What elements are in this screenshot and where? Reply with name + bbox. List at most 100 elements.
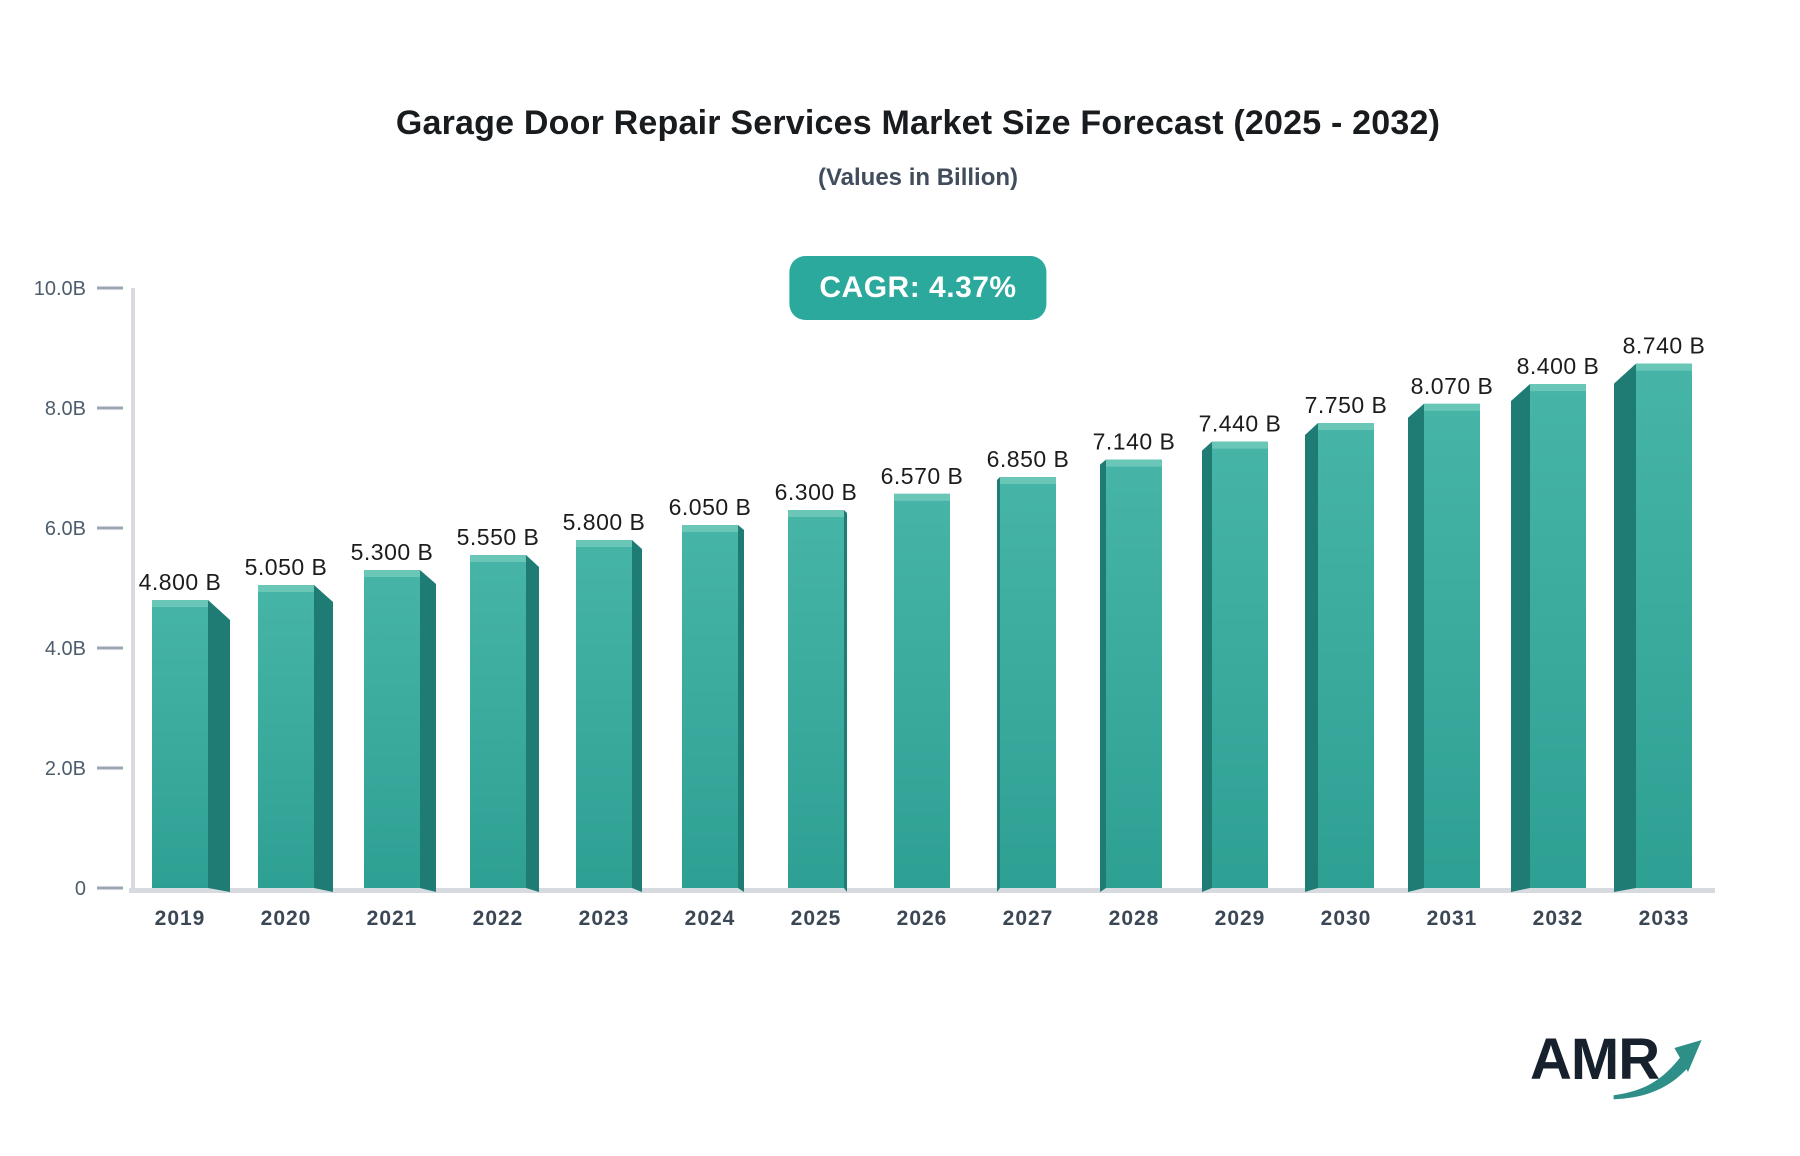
bar-top-face [1318,423,1374,430]
amr-logo: AMR [1530,1026,1740,1116]
bar-group-2031: 8.070 B 2031 [1408,373,1493,930]
bar-value-label: 8.400 B [1517,353,1600,379]
bar-top-face [1212,441,1268,449]
x-axis-year-label: 2022 [473,907,524,930]
y-tick-label: 4.0B [45,638,86,660]
bar-value-label: 7.440 B [1199,411,1282,437]
bar-top-face [364,570,420,577]
bar-top-face [152,600,208,607]
y-tick-mark [97,286,123,290]
bar-group-2029: 7.440 B 2029 [1199,411,1282,930]
bar-front-face [364,570,420,888]
bar-group-2028: 7.140 B 2028 [1093,429,1176,930]
bar-value-label: 6.300 B [775,479,858,505]
bar-side-face [844,510,847,892]
y-tick-label: 0 [75,878,86,900]
bar-front-face [682,525,738,888]
bar-value-label: 5.050 B [245,554,328,580]
bar-side-face [632,540,642,892]
x-axis-year-label: 2026 [897,907,948,930]
bar-side-face [314,585,333,892]
x-axis-year-label: 2031 [1427,907,1478,930]
bar-top-face [1530,384,1586,391]
chart-title: Garage Door Repair Services Market Size … [395,104,1441,142]
x-axis-year-label: 2019 [155,907,206,930]
bar-group-2019: 4.800 B 2019 [139,569,230,930]
bar-front-face [1212,441,1268,888]
bar-side-face [1614,363,1636,893]
x-axis-year-label: 2025 [791,907,842,930]
bar-front-face [470,555,526,888]
bar-top-face [1636,363,1692,371]
bar-group-2025: 6.300 B 2025 [775,479,858,930]
bar-value-label: 7.750 B [1305,392,1388,418]
bar-front-face [1318,423,1374,888]
bar-side-face [1408,403,1424,892]
y-tick-mark [97,766,123,770]
bar-front-face [894,493,950,888]
bar-side-face [1202,441,1212,892]
bar-group-2033: 8.740 B 2033 [1614,333,1705,930]
y-tick-mark [97,646,123,650]
amr-logo-text: AMR [1530,1027,1660,1092]
bar-value-label: 8.070 B [1411,373,1494,399]
bar-front-face [1530,384,1586,888]
x-axis-year-label: 2032 [1533,907,1584,930]
bar-value-label: 6.050 B [669,494,752,520]
y-tick-label: 10.0B [34,278,86,300]
y-tick-label: 2.0B [45,758,86,780]
bar-top-face [1000,477,1056,484]
bar-side-face [1100,459,1106,892]
bar-front-face [258,585,314,888]
bar-group-2022: 5.550 B 2022 [457,524,540,930]
bar-value-label: 5.550 B [457,524,540,550]
x-axis-year-label: 2030 [1321,907,1372,930]
bar-top-face [470,555,526,562]
bar-value-label: 6.570 B [881,463,964,489]
bar-group-2027: 6.850 B 2027 [987,446,1070,930]
bar-top-face [258,585,314,592]
bar-value-label: 8.740 B [1623,333,1706,359]
x-axis-year-label: 2033 [1639,907,1690,930]
bar-front-face [152,600,208,888]
bar-top-face [1106,459,1162,467]
chart-subtitle: (Values in Billion) [817,164,1019,191]
bar-value-label: 6.850 B [987,446,1070,472]
bar-group-2021: 5.300 B 2021 [351,539,436,930]
bar-front-face [1106,459,1162,888]
y-tick-mark [97,406,123,410]
bar-side-face [738,525,744,892]
bar-front-face [576,540,632,888]
bar-front-face [1000,477,1056,888]
bar-value-label: 7.140 B [1093,429,1176,455]
bar-top-face [576,540,632,547]
bar-group-2023: 5.800 B 2023 [563,509,646,930]
y-axis-line [131,288,135,891]
bar-group-2020: 5.050 B 2020 [245,554,333,930]
bar-group-2026: 6.570 B 2026 [881,463,964,930]
x-axis-year-label: 2024 [685,907,736,930]
bar-side-face [1305,423,1318,892]
y-tick-mark [97,526,123,530]
bar-group-2032: 8.400 B 2032 [1511,353,1599,930]
bar-side-face [420,570,436,892]
bar-top-face [788,510,844,517]
y-tick-label: 6.0B [45,518,86,540]
bar-front-face [1636,363,1692,889]
bar-top-face [894,493,950,501]
y-tick-mark [97,886,123,890]
bar-side-face [1511,384,1530,892]
cagr-badge: CAGR: 4.37% [789,256,1047,320]
bar-group-2030: 7.750 B 2030 [1305,392,1388,930]
bar-front-face [788,510,844,888]
x-axis-year-label: 2021 [367,907,418,930]
x-axis-year-label: 2027 [1003,907,1054,930]
bar-top-face [1424,403,1480,411]
bar-value-label: 5.800 B [563,509,646,535]
bar-value-label: 5.300 B [351,539,434,565]
y-tick-label: 8.0B [45,398,86,420]
bar-top-face [682,525,738,532]
x-axis-year-label: 2023 [579,907,630,930]
